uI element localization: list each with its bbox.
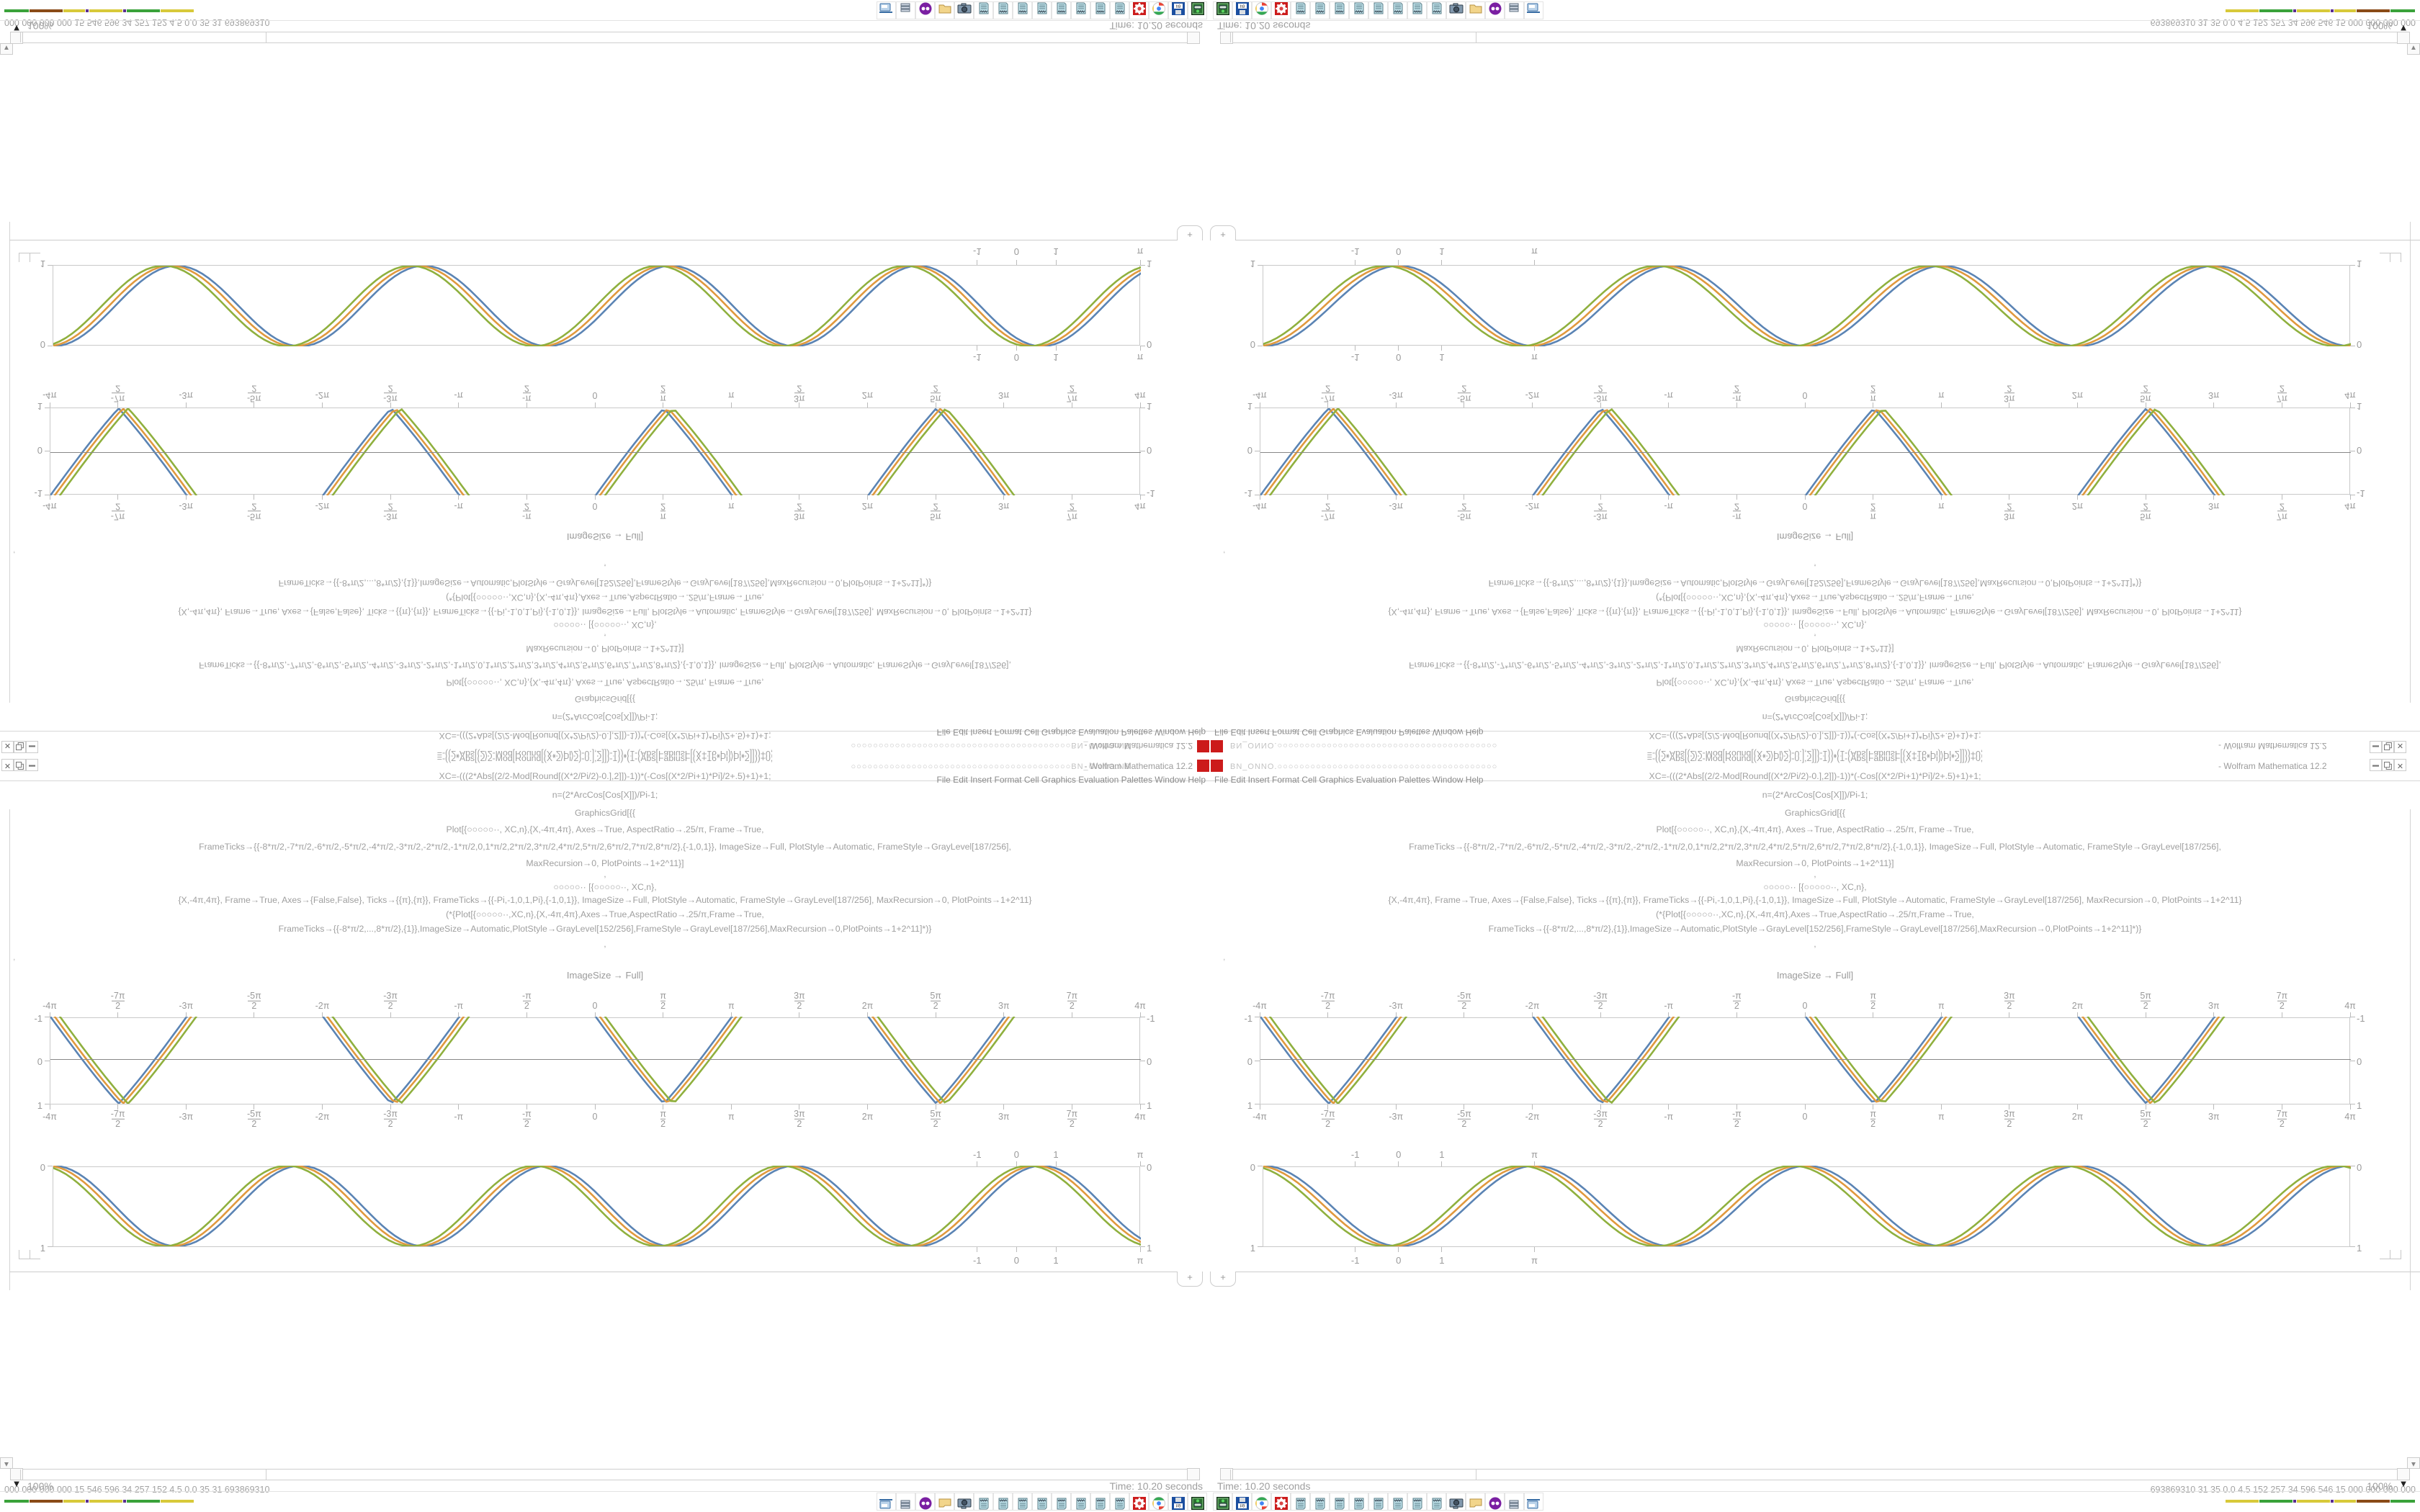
svg-text:h9: h9 bbox=[1240, 1503, 1245, 1507]
svg-text:h9: h9 bbox=[1175, 1503, 1180, 1507]
svg-text:h9: h9 bbox=[1240, 5, 1245, 9]
svg-text:h9: h9 bbox=[1175, 5, 1180, 9]
